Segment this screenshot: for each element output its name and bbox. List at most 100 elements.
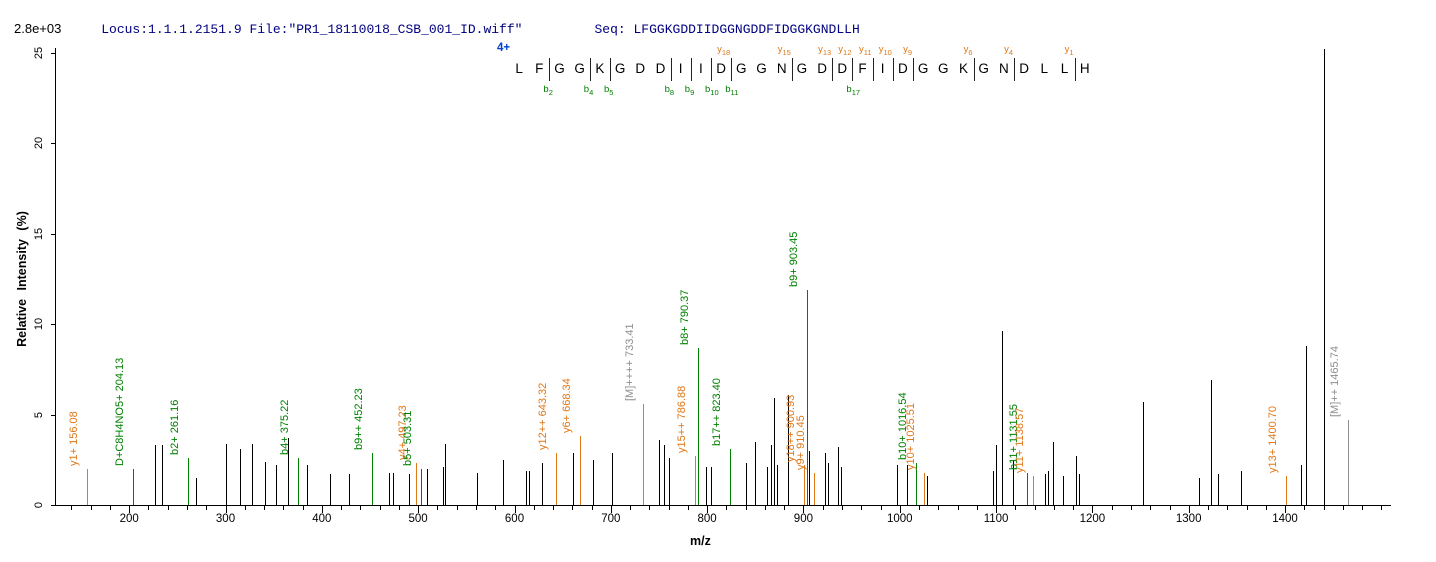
b-ion-marker: b10 [705, 84, 719, 97]
peak [663, 445, 665, 505]
residue: D [898, 61, 908, 76]
x-minor-tick [90, 506, 92, 510]
peak [415, 463, 417, 505]
x-minor-tick [1323, 506, 1325, 510]
peak [1210, 380, 1212, 505]
x-minor-tick [1073, 506, 1075, 510]
x-tick-label: 1100 [983, 513, 1009, 525]
residue: I [880, 61, 885, 76]
x-minor-tick [533, 506, 535, 510]
fragment-divider [913, 58, 914, 81]
peak [993, 470, 995, 505]
y-ion-marker: y1 [1064, 44, 1074, 57]
peak-label: D+C8H4NO5+ 204.13 [114, 357, 127, 466]
x-minor-tick [880, 506, 882, 510]
residue: F [535, 61, 544, 76]
residue: K [958, 61, 968, 76]
y-ion-marker: y9 [903, 44, 912, 57]
b-ion-marker: b5 [604, 84, 614, 97]
x-tick-label: 400 [312, 513, 332, 525]
intensity-scale-label: 2.8e+03 [14, 21, 62, 36]
b-ion-marker: b17 [846, 84, 861, 97]
y-ion-marker: y13 [818, 44, 832, 57]
peak [915, 463, 917, 505]
residue: D [817, 61, 827, 76]
x-tick-label: 1200 [1079, 513, 1106, 525]
x-tick-label: 1300 [1175, 513, 1202, 525]
peak [694, 456, 696, 505]
residue: I [699, 61, 703, 76]
peak-label: y6+ 668.34 [561, 378, 574, 434]
peak [1001, 331, 1003, 505]
x-minor-tick [553, 506, 554, 510]
peak [155, 445, 157, 505]
x-minor-tick [726, 506, 728, 510]
x-minor-tick [1169, 506, 1171, 510]
peak [611, 452, 613, 505]
y-tick-label: 15 [33, 227, 45, 240]
residue: G [796, 61, 808, 76]
peak [348, 474, 350, 505]
sequence-label: Seq: LFGGKGDDIIDGGNGDDFIDGGKGNDLLH [594, 22, 860, 37]
header-bar: Locus:1.1.1.2151.9 File:"PR1_18110018_CS… [70, 7, 860, 52]
peak [838, 447, 840, 505]
peak-label: [M]++++ 733.41 [624, 323, 636, 401]
x-major-tick [996, 506, 998, 513]
x-tick-label: 600 [504, 513, 525, 525]
peak [1199, 477, 1201, 505]
peak [1048, 470, 1050, 505]
peak [1012, 459, 1014, 505]
peak-label: [M]++ 1465.74 [1329, 346, 1342, 417]
fragment-divider [872, 58, 874, 81]
b-ion-marker: b2 [543, 84, 553, 97]
peak [426, 468, 428, 505]
residue: G [736, 61, 747, 76]
peak [275, 465, 277, 505]
residue: G [978, 61, 989, 76]
x-minor-tick [784, 506, 786, 510]
x-minor-tick [745, 506, 747, 510]
b-ion-marker: b4 [583, 84, 594, 97]
fragment-divider [832, 58, 834, 81]
y-tick-label: 25 [33, 46, 45, 60]
peak [1033, 476, 1035, 505]
residue: N [776, 61, 787, 76]
peak-label: y11+ 1138.57 [1014, 407, 1027, 474]
x-major-tick [225, 506, 227, 513]
peak [813, 472, 815, 505]
x-minor-tick [1246, 506, 1248, 510]
y-tick [51, 53, 55, 54]
peak [329, 474, 331, 505]
peak [773, 398, 775, 505]
x-minor-tick [668, 506, 670, 510]
residue: N [999, 61, 1009, 76]
x-minor-tick [167, 506, 169, 510]
residue: L [1060, 61, 1069, 76]
x-minor-tick [938, 506, 940, 510]
x-minor-tick [437, 506, 439, 510]
x-minor-tick [495, 506, 497, 510]
y-tick-label: 10 [33, 318, 45, 331]
peak [1078, 474, 1080, 505]
peak-label: b4+ 375.22 [278, 399, 291, 455]
peak [86, 468, 88, 505]
peak [1301, 465, 1303, 505]
x-minor-tick [957, 506, 959, 510]
peak [1045, 474, 1047, 505]
peak [161, 445, 163, 505]
x-minor-tick [475, 506, 477, 510]
y-tick [51, 324, 55, 326]
x-major-tick [321, 506, 323, 513]
y-ion-marker: y4 [1004, 44, 1013, 57]
b-ion-marker: b9 [684, 84, 695, 97]
y-tick-label: 5 [33, 411, 45, 418]
peak-label: b5+ 503.31 [402, 410, 415, 466]
peak [526, 470, 527, 505]
residue: L [1040, 61, 1049, 76]
x-minor-tick [244, 506, 246, 510]
peak [528, 470, 530, 505]
x-minor-tick [206, 506, 208, 510]
peak [697, 347, 699, 505]
residue: F [858, 61, 867, 76]
